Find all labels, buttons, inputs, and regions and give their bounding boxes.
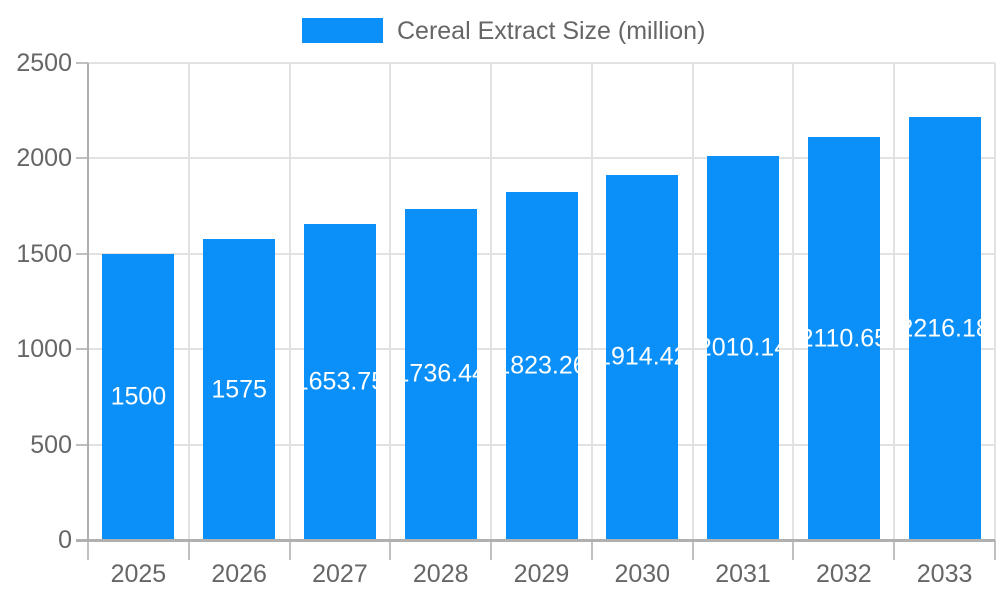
gridline-vertical bbox=[691, 63, 694, 540]
bar-2031[interactable]: 2010.14 bbox=[707, 156, 780, 540]
bar-2028[interactable]: 1736.44 bbox=[404, 208, 477, 540]
bar-value-label: 1914.42 bbox=[606, 342, 678, 371]
gridline-vertical bbox=[893, 63, 896, 540]
bar-2033[interactable]: 2216.18 bbox=[908, 117, 981, 540]
x-axis-label-2032: 2032 bbox=[816, 560, 872, 588]
y-axis-tick bbox=[76, 443, 88, 446]
y-axis-line bbox=[87, 63, 89, 542]
x-axis-line bbox=[76, 539, 995, 542]
bar-2027[interactable]: 1653.75 bbox=[303, 224, 376, 540]
x-axis-tick bbox=[994, 540, 996, 560]
y-axis-label: 1500 bbox=[16, 239, 72, 268]
gridline-vertical bbox=[389, 63, 392, 540]
y-axis-tick bbox=[76, 62, 88, 64]
bar-value-label: 1736.44 bbox=[405, 359, 477, 388]
x-axis-tick bbox=[187, 540, 190, 560]
x-axis-label-2026: 2026 bbox=[211, 560, 267, 588]
bar-value-label: 1575 bbox=[211, 375, 267, 404]
bar-value-label: 2216.18 bbox=[909, 314, 981, 343]
y-axis-label: 500 bbox=[30, 430, 72, 459]
x-axis-tick bbox=[87, 540, 89, 560]
gridline-vertical bbox=[490, 63, 493, 540]
gridline-vertical bbox=[288, 63, 291, 540]
x-axis-tick bbox=[389, 540, 392, 560]
x-axis-tick bbox=[691, 540, 694, 560]
x-axis-label-2027: 2027 bbox=[312, 560, 368, 588]
x-axis-tick bbox=[792, 540, 795, 560]
y-axis-label: 1000 bbox=[16, 335, 72, 364]
x-axis-tick bbox=[590, 540, 593, 560]
legend-label: Cereal Extract Size (million) bbox=[397, 17, 706, 45]
gridline-vertical bbox=[187, 63, 190, 540]
gridline-horizontal bbox=[88, 157, 995, 160]
y-axis-label: 2500 bbox=[16, 49, 72, 77]
bar-2030[interactable]: 1914.42 bbox=[606, 174, 679, 540]
bar-2026[interactable]: 1575 bbox=[203, 239, 276, 540]
gridline-horizontal bbox=[88, 62, 995, 64]
gridline-vertical bbox=[590, 63, 593, 540]
bar-value-label: 2010.14 bbox=[707, 333, 779, 362]
legend-swatch[interactable] bbox=[302, 18, 383, 43]
x-axis-label-2025: 2025 bbox=[110, 560, 167, 588]
x-axis-label-2028: 2028 bbox=[412, 560, 469, 588]
x-axis-label-2031: 2031 bbox=[715, 560, 771, 588]
bar-value-label: 2110.65 bbox=[808, 324, 880, 353]
x-axis-label-2033: 2033 bbox=[916, 560, 973, 588]
bar-2032[interactable]: 2110.65 bbox=[807, 137, 880, 540]
bar-value-label: 1823.26 bbox=[506, 351, 578, 380]
x-axis-tick bbox=[893, 540, 896, 560]
gridline-vertical bbox=[994, 63, 996, 540]
y-axis-tick bbox=[76, 348, 88, 351]
y-axis-tick bbox=[76, 252, 88, 255]
y-axis-label: 2000 bbox=[16, 144, 72, 173]
bar-2025[interactable]: 1500 bbox=[102, 253, 175, 540]
bar-value-label: 1653.75 bbox=[304, 367, 376, 396]
y-axis-tick bbox=[76, 157, 88, 160]
x-axis-label-2030: 2030 bbox=[614, 560, 671, 588]
bar-2029[interactable]: 1823.26 bbox=[505, 192, 578, 540]
x-axis-label-2029: 2029 bbox=[513, 560, 570, 588]
x-axis-tick bbox=[490, 540, 493, 560]
y-axis-label: 0 bbox=[58, 526, 72, 554]
x-axis-tick bbox=[288, 540, 291, 560]
bar-value-label: 1500 bbox=[110, 382, 167, 411]
gridline-vertical bbox=[792, 63, 795, 540]
